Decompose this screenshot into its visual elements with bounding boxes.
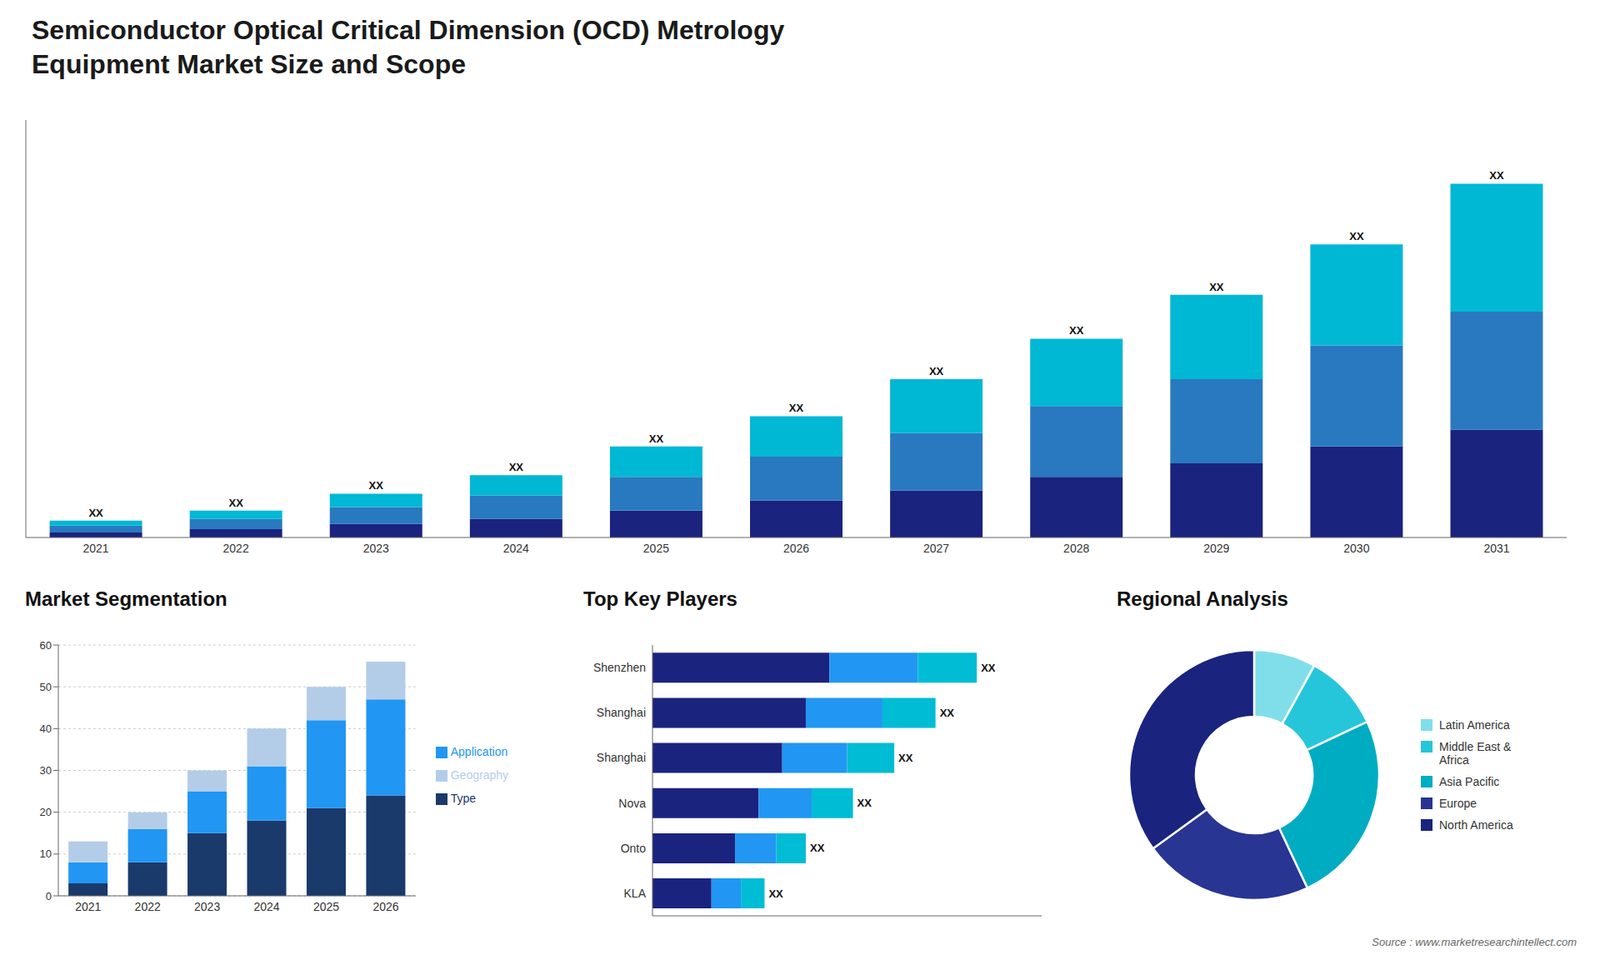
svg-text:2022: 2022 (223, 541, 250, 555)
html-text:Geography: Geography (450, 768, 509, 782)
html-text:Middle East &: Middle East & (1439, 740, 1512, 754)
svg-text:XX: XX (1489, 169, 1505, 182)
svg-text:XX: XX (810, 841, 825, 855)
svg-text:XX: XX (88, 506, 104, 520)
svg-text:10: 10 (40, 847, 52, 860)
svg-text:XX: XX (857, 796, 873, 810)
svg-text:20: 20 (40, 805, 52, 819)
html-text:Source : www.marketresearchint: Source : www.marketresearchintellect.com (1371, 935, 1577, 949)
svg-text:XX: XX (369, 479, 385, 492)
svg-text:Shenzhen: Shenzhen (593, 660, 646, 675)
svg-text:2025: 2025 (313, 900, 340, 914)
html-text:Europe: Europe (1439, 796, 1477, 810)
svg-text:2030: 2030 (1343, 541, 1370, 555)
svg-text:XX: XX (1209, 280, 1225, 294)
html-text:Market Segmentation: Market Segmentation (25, 587, 228, 610)
svg-text:Shanghai: Shanghai (596, 705, 646, 720)
svg-text:2022: 2022 (135, 900, 161, 914)
svg-text:Shanghai: Shanghai (596, 750, 646, 765)
svg-text:XX: XX (649, 432, 665, 445)
svg-text:2023: 2023 (363, 541, 390, 555)
html-text:Type: Type (450, 791, 476, 805)
svg-text:2029: 2029 (1203, 541, 1230, 555)
svg-text:2026: 2026 (372, 900, 399, 914)
svg-text:2024: 2024 (254, 900, 280, 914)
svg-text:Nova: Nova (618, 796, 646, 810)
svg-text:XX: XX (1349, 230, 1365, 243)
svg-text:2025: 2025 (643, 541, 670, 555)
html-text:Top Key Players: Top Key Players (583, 587, 738, 610)
svg-text:60: 60 (40, 639, 52, 652)
svg-text:2024: 2024 (503, 541, 530, 555)
svg-text:XX: XX (768, 887, 784, 900)
svg-text:50: 50 (40, 680, 52, 694)
svg-text:2021: 2021 (75, 900, 101, 914)
svg-text:KLA: KLA (624, 886, 647, 900)
html-text:North America: North America (1439, 818, 1514, 832)
html-text:Africa: Africa (1439, 753, 1469, 767)
svg-text:XX: XX (940, 706, 955, 720)
svg-text:2031: 2031 (1483, 541, 1510, 555)
svg-text:XX: XX (898, 751, 914, 765)
html-text:Asia Pacific: Asia Pacific (1439, 775, 1500, 789)
svg-text:XX: XX (980, 661, 996, 675)
svg-text:Onto: Onto (620, 841, 647, 855)
svg-text:XX: XX (789, 401, 805, 415)
svg-text:2023: 2023 (194, 900, 220, 914)
svg-text:2021: 2021 (82, 541, 109, 555)
html-text:Latin America: Latin America (1439, 718, 1510, 732)
svg-text:XX: XX (228, 496, 244, 510)
html-text:Regional Analysis: Regional Analysis (1116, 587, 1289, 610)
svg-text:XX: XX (1069, 324, 1085, 337)
svg-text:XX: XX (929, 365, 945, 378)
html-text:Equipment Market Size and Scop: Equipment Market Size and Scope (31, 49, 466, 80)
svg-text:0: 0 (45, 890, 52, 903)
html-text:Application: Application (450, 745, 508, 759)
svg-text:XX: XX (509, 460, 525, 474)
svg-text:30: 30 (40, 764, 52, 777)
svg-text:2026: 2026 (783, 541, 810, 555)
svg-text:2027: 2027 (923, 541, 950, 555)
svg-text:2028: 2028 (1063, 541, 1090, 555)
html-text:Semiconductor Optical Critical: Semiconductor Optical Critical Dimension… (31, 15, 785, 45)
svg-text:40: 40 (40, 722, 52, 735)
